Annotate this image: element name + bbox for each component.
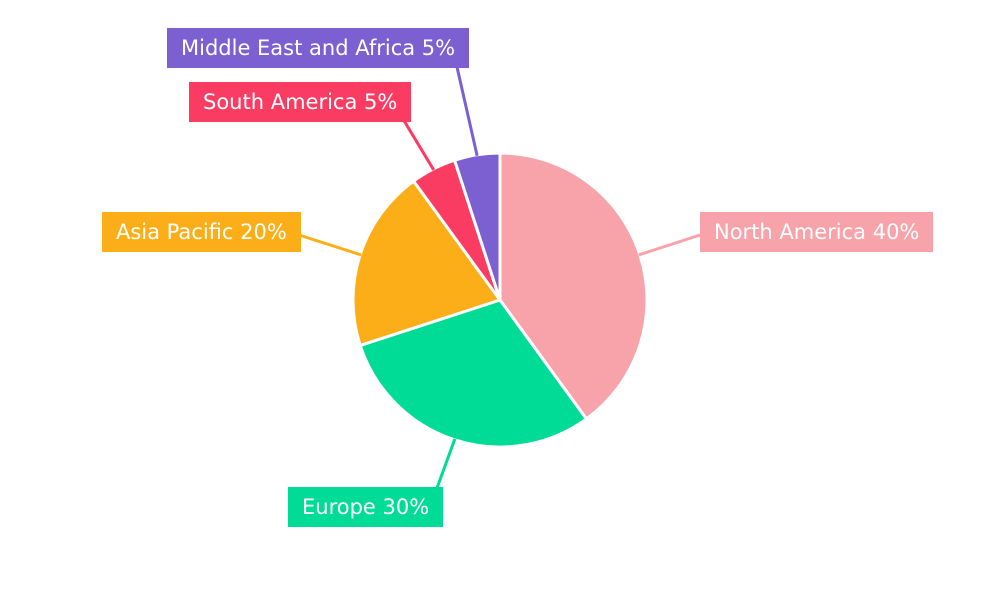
label-asia-pacific: Asia Pacific 20%	[102, 212, 301, 252]
leader-line-europe	[435, 438, 457, 489]
label-south-america: South America 5%	[189, 82, 412, 122]
leader-line-asia-pacific	[298, 233, 362, 257]
leader-line-north-america	[638, 233, 701, 257]
leader-line-middle-east-and-africa	[455, 66, 479, 157]
label-europe: Europe 30%	[288, 487, 444, 527]
leader-line-south-america	[401, 118, 436, 171]
label-middle-east-and-africa: Middle East and Africa 5%	[167, 28, 470, 68]
label-north-america: North America 40%	[700, 212, 934, 252]
